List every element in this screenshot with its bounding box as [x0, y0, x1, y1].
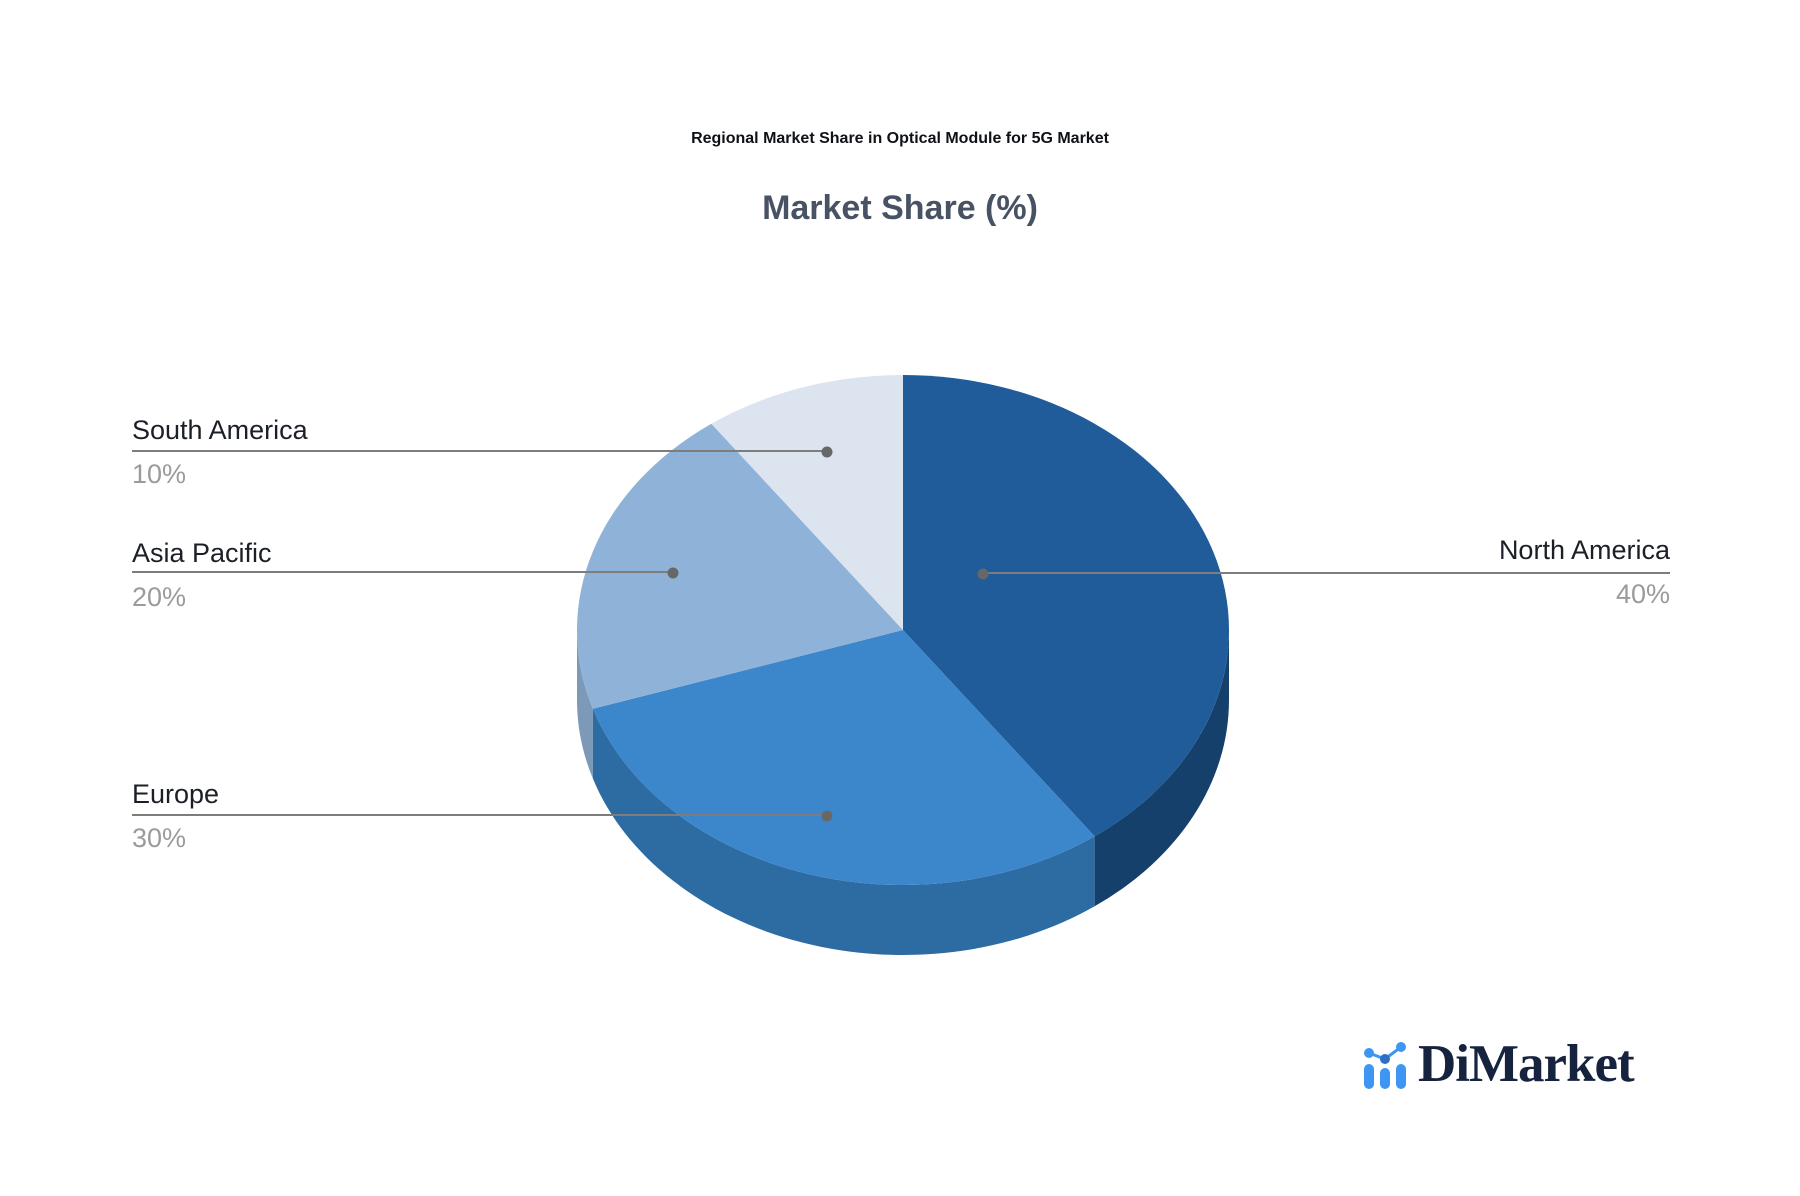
slice-label-europe: Europe	[132, 779, 220, 809]
bar-chart-trend-icon	[1364, 1042, 1406, 1089]
slice-value-north-america: 40%	[1615, 579, 1670, 609]
leader-dot-europe	[821, 810, 833, 822]
chart-title: Regional Market Share in Optical Module …	[691, 130, 1109, 147]
slice-value-asia-pacific: 20%	[132, 582, 187, 612]
slice-value-europe: 30%	[132, 823, 187, 853]
pie-slice-side-europe	[592, 708, 1095, 955]
pie-slice-asia-pacific	[577, 423, 903, 709]
slice-value-south-america: 10%	[132, 459, 187, 489]
leader-dot-asia-pacific	[667, 567, 679, 579]
callout-europe: Europe 30%	[132, 779, 219, 854]
brand-logo: DiMarket	[1362, 1035, 1635, 1093]
pie-slice-south-america	[711, 375, 903, 630]
slice-label-north-america: North America	[1498, 535, 1670, 565]
leader-dot-south-america	[821, 446, 833, 458]
slice-label-asia-pacific: Asia Pacific	[132, 538, 272, 568]
slice-label-south-america: South America	[132, 415, 308, 445]
callout-asia-pacific: Asia Pacific 20%	[132, 538, 272, 613]
pie-slice-side-north-america	[1094, 630, 1229, 907]
callout-south-america: South America 10%	[132, 415, 308, 490]
pie-slice-side-asia-pacific	[577, 630, 593, 779]
pie-slice-north-america	[903, 375, 1230, 837]
leader-dot-north-america	[977, 568, 989, 580]
logo-text: DiMarket	[1418, 1035, 1635, 1093]
chart-subtitle: Market Share (%)	[762, 189, 1038, 227]
callout-north-america: North America 40%	[1499, 535, 1670, 610]
pie-slice-europe	[592, 630, 1095, 885]
